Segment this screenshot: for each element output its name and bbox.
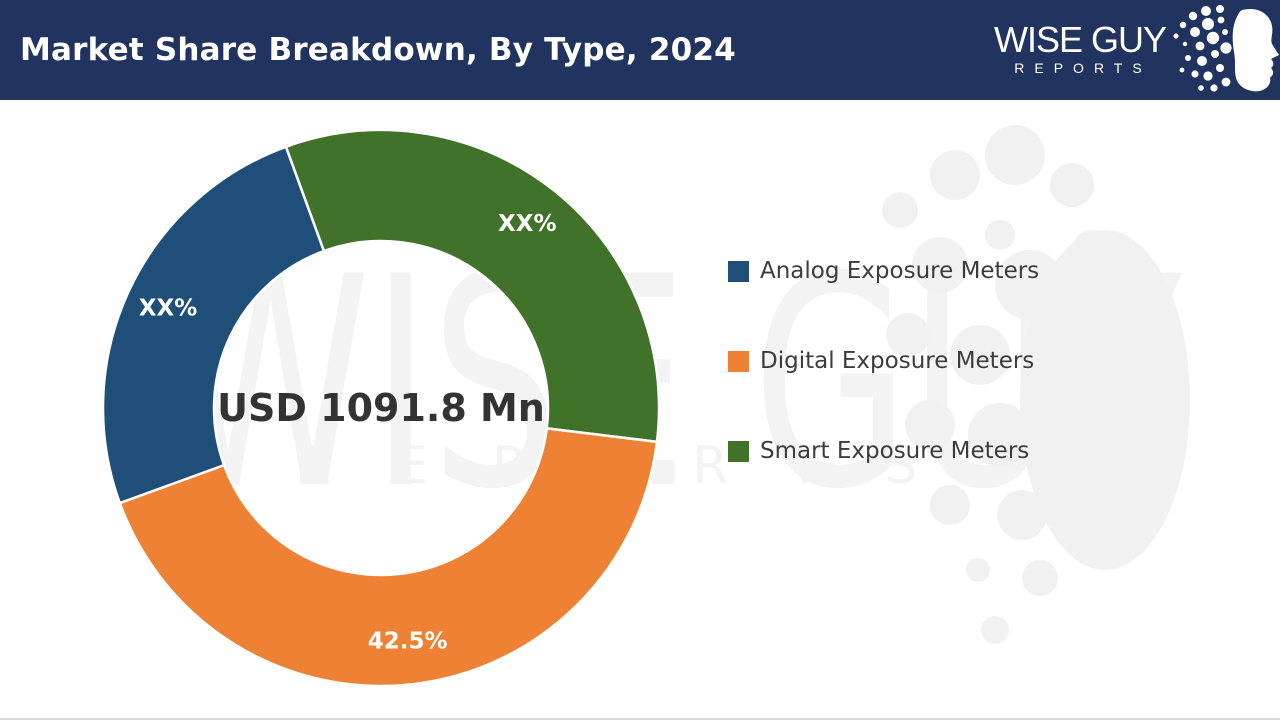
segment-label: XX% xyxy=(498,211,557,237)
legend-swatch-digital xyxy=(728,350,749,372)
legend-label-analog: Analog Exposure Meters xyxy=(760,258,1040,284)
donut-segment-digital-exposure-meters xyxy=(118,427,659,688)
chart-center-label: USD 1091.8 Mn xyxy=(217,386,545,430)
segment-label: XX% xyxy=(139,296,198,322)
header: Market Share Breakdown, By Type, 2024 WI… xyxy=(0,0,1280,100)
wiseguy-logo: WISE GUY REPORTS xyxy=(994,0,1280,100)
legend-item-smart: Smart Exposure Meters xyxy=(728,436,1039,466)
donut-segment-analog-exposure-meters xyxy=(101,145,326,505)
donut-segment-smart-exposure-meters xyxy=(284,128,661,444)
logo-subtext: REPORTS xyxy=(1014,59,1152,76)
donut-chart: XX% 42.5% XX% xyxy=(101,128,661,688)
legend: Analog Exposure Meters Digital Exposure … xyxy=(728,256,1039,526)
page-title: Market Share Breakdown, By Type, 2024 xyxy=(20,32,736,68)
legend-swatch-analog xyxy=(728,260,749,282)
logo-wordmark: WISE GUY xyxy=(993,18,1167,60)
chart-area: WISE GUY REPORTS xyxy=(0,100,1280,718)
logo-head-icon xyxy=(1173,5,1279,92)
legend-swatch-smart xyxy=(728,440,749,462)
segment-label: 42.5% xyxy=(368,628,448,654)
legend-label-digital: Digital Exposure Meters xyxy=(760,348,1035,374)
legend-item-digital: Digital Exposure Meters xyxy=(728,346,1039,376)
legend-item-analog: Analog Exposure Meters xyxy=(728,256,1039,286)
logo-text: WISE GUY REPORTS xyxy=(993,18,1167,76)
legend-label-smart: Smart Exposure Meters xyxy=(760,438,1030,464)
